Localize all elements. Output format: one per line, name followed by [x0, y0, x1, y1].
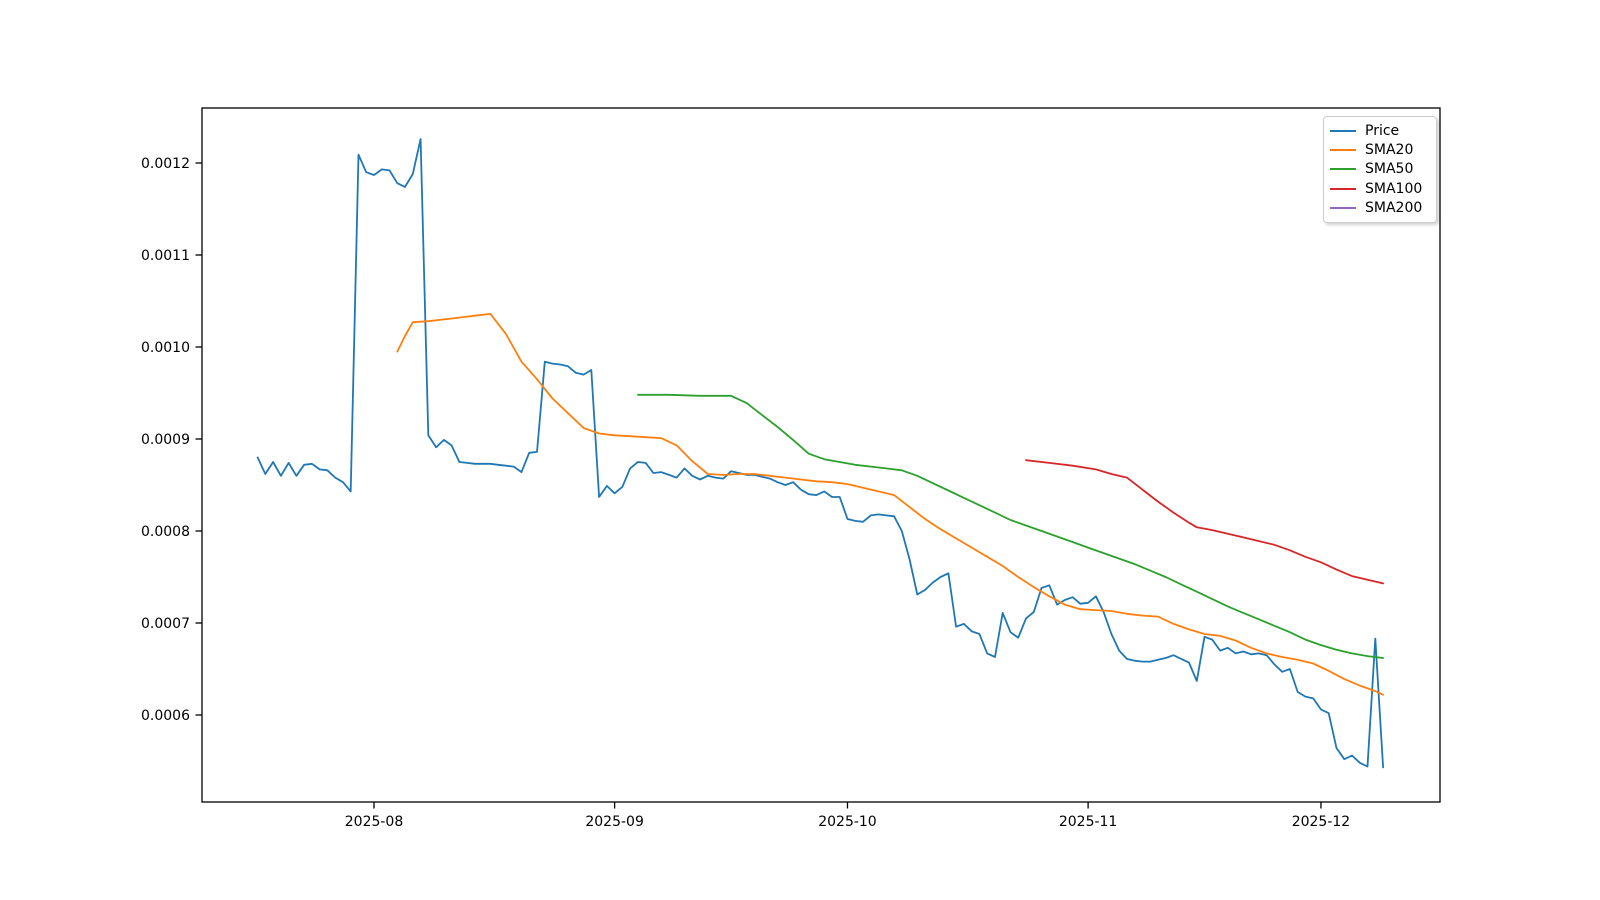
legend-item-sma20: SMA20 [1330, 141, 1430, 160]
legend-label: SMA20 [1365, 142, 1414, 159]
sma100-line [1025, 459, 1384, 585]
sma50-line [637, 393, 1384, 659]
plot-area [201, 107, 1441, 803]
legend-label: SMA50 [1365, 161, 1414, 178]
y-tick-label: 0.0012 [141, 156, 190, 172]
x-tick-label: 2025-12 [1292, 814, 1351, 830]
price-line [256, 138, 1384, 769]
legend: Price SMA20 SMA50 SMA100 SMA200 [1323, 116, 1437, 223]
legend-item-sma100: SMA100 [1330, 179, 1430, 198]
y-tick-label: 0.0007 [141, 616, 190, 632]
y-axis: 0.0006 0.0007 0.0008 0.0009 0.0010 0.0011 0.00… [141, 156, 202, 724]
legend-label: Price [1365, 122, 1400, 139]
series-lines [256, 138, 1384, 769]
x-tick-label: 2025-09 [585, 814, 644, 830]
y-tick-label: 0.0009 [141, 432, 190, 448]
legend-line-sample-icon [1330, 207, 1356, 210]
y-tick-label: 0.0010 [141, 340, 190, 356]
x-tick-label: 2025-10 [818, 814, 877, 830]
legend-item-sma50: SMA50 [1330, 160, 1430, 179]
legend-line-sample-icon [1330, 187, 1356, 190]
x-tick-label: 2025-08 [345, 814, 404, 830]
legend-label: SMA100 [1365, 180, 1423, 197]
y-tick-label: 0.0006 [141, 708, 190, 724]
x-tick-label: 2025-11 [1059, 814, 1118, 830]
legend-line-sample-icon [1330, 129, 1356, 132]
legend-label: SMA200 [1365, 200, 1423, 217]
y-tick-label: 0.0011 [141, 248, 190, 264]
legend-line-sample-icon [1330, 149, 1356, 152]
sma20-line [396, 312, 1384, 696]
x-axis: 2025-08 2025-09 2025-10 2025-11 2025-12 [345, 802, 1350, 830]
y-tick-label: 0.0008 [141, 524, 190, 540]
legend-line-sample-icon [1330, 168, 1356, 171]
legend-item-price: Price [1330, 121, 1430, 140]
legend-item-sma200: SMA200 [1330, 199, 1430, 218]
